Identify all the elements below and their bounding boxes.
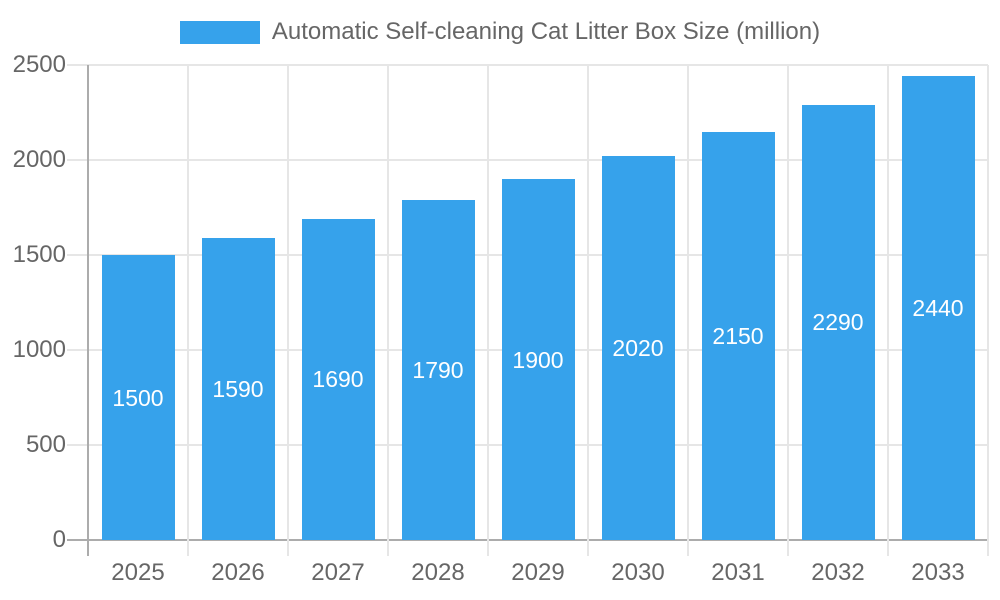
x-axis-line — [67, 539, 988, 541]
v-gridline — [887, 65, 889, 556]
bar-value-label: 1690 — [312, 366, 364, 393]
h-gridline — [67, 64, 988, 66]
v-gridline — [587, 65, 589, 556]
bar-value-label: 1900 — [512, 346, 564, 373]
bar-2031[interactable] — [701, 131, 775, 540]
x-tick-label-2033: 2033 — [911, 559, 965, 586]
x-tick-label-2025: 2025 — [111, 559, 165, 586]
bar-2025[interactable] — [101, 255, 175, 540]
x-tick-label-2027: 2027 — [311, 559, 365, 586]
bar-2026[interactable] — [201, 237, 275, 540]
legend-label: Automatic Self-cleaning Cat Litter Box S… — [271, 18, 821, 45]
x-tick-label-2030: 2030 — [611, 559, 665, 586]
v-gridline — [987, 65, 989, 556]
v-gridline — [187, 65, 189, 556]
legend-swatch-icon — [179, 20, 260, 44]
bar-2030[interactable] — [601, 156, 675, 540]
y-tick-label: 500 — [25, 431, 66, 458]
h-gridline — [67, 159, 988, 161]
bar-value-label: 1500 — [112, 384, 164, 411]
y-tick-label: 1000 — [12, 336, 66, 363]
bar-value-label: 1590 — [212, 375, 264, 402]
x-tick-label-2026: 2026 — [211, 559, 265, 586]
bar-2029[interactable] — [501, 179, 575, 540]
v-gridline — [487, 65, 489, 556]
v-gridline — [287, 65, 289, 556]
bar-value-label: 2150 — [712, 322, 764, 349]
bar-value-label: 2440 — [912, 295, 964, 322]
bar-2033[interactable] — [901, 76, 975, 540]
bar-value-label: 2290 — [812, 309, 864, 336]
v-gridline — [787, 65, 789, 556]
v-gridline — [687, 65, 689, 556]
bar-2028[interactable] — [401, 199, 475, 540]
y-axis-line — [87, 65, 89, 556]
legend-item[interactable]: Automatic Self-cleaning Cat Litter Box S… — [0, 18, 1000, 46]
v-gridline — [387, 65, 389, 556]
bar-value-label: 1790 — [412, 356, 464, 383]
y-tick-label: 1500 — [12, 241, 66, 268]
bar-value-label: 2020 — [612, 335, 664, 362]
x-tick-label-2029: 2029 — [511, 559, 565, 586]
y-tick-label: 0 — [52, 526, 66, 553]
x-tick-label-2028: 2028 — [411, 559, 465, 586]
bar-2027[interactable] — [301, 218, 375, 540]
x-tick-label-2032: 2032 — [811, 559, 865, 586]
bar-2032[interactable] — [801, 104, 875, 540]
y-tick-label: 2500 — [12, 51, 66, 78]
x-tick-label-2031: 2031 — [711, 559, 765, 586]
y-tick-label: 2000 — [12, 146, 66, 173]
